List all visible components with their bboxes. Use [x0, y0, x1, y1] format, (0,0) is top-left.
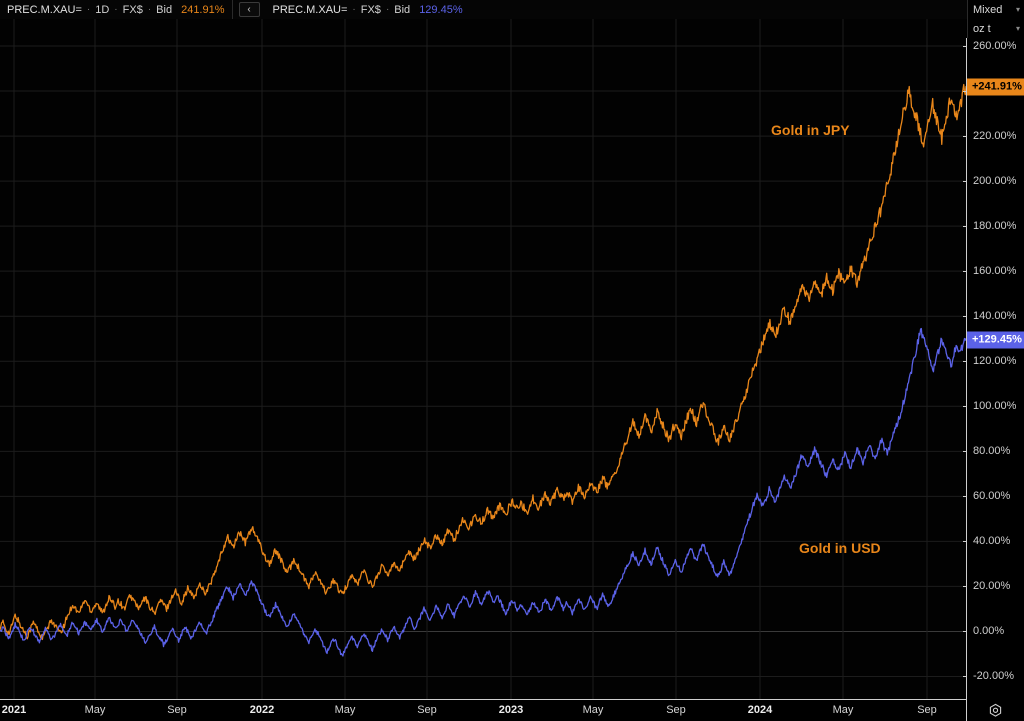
time-axis-tick: May	[582, 704, 604, 716]
legend-side-jpy: Bid	[156, 3, 173, 16]
price-axis-tick-mark	[963, 586, 967, 588]
time-axis[interactable]: 2021 May Sep 2022 May Sep 2023 May Sep 2024 May Sep	[0, 699, 1024, 721]
chevron-down-icon: ▾	[1015, 24, 1020, 33]
target-icon	[989, 703, 1002, 717]
chevron-down-icon: ▾	[1015, 5, 1020, 14]
time-axis-tick: Sep	[666, 704, 686, 716]
price-axis-tick: 120.00%	[973, 355, 1017, 368]
time-axis-tick: Sep	[167, 704, 187, 716]
unit-label: oz t	[973, 22, 991, 35]
price-axis-tick: 20.00%	[973, 580, 1011, 593]
time-axis-tick: 2021	[1, 704, 27, 716]
price-axis-tick-mark	[963, 631, 967, 633]
legend-series-usd[interactable]: PREC.M.XAU= · FX$ · Bid 129.45%	[266, 0, 470, 19]
time-axis-tick: May	[84, 704, 106, 716]
legend-series-jpy[interactable]: PREC.M.XAU= · 1D · FX$ · Bid 241.91%	[0, 0, 232, 19]
legend-separator: ·	[385, 4, 390, 15]
price-axis-tick-mark	[963, 496, 967, 498]
legend-prev-button[interactable]: ‹	[238, 2, 260, 17]
time-axis-tick: 2024	[747, 704, 773, 716]
price-axis-tick-mark	[963, 91, 967, 93]
price-axis-tick-mark	[963, 676, 967, 678]
time-axis-tick: 2023	[498, 704, 524, 716]
legend-value-usd: 129.45%	[419, 3, 463, 16]
time-axis-tick: May	[832, 704, 854, 716]
time-axis-tick: May	[334, 704, 356, 716]
chart-canvas	[0, 19, 966, 699]
legend-separator: ·	[352, 4, 356, 15]
legend-symbol-jpy: PREC.M.XAU=	[7, 3, 82, 16]
legend-source-jpy: FX$	[122, 3, 143, 16]
price-axis-tick: 220.00%	[973, 130, 1017, 143]
axis-settings-button[interactable]	[966, 699, 1024, 721]
annotation-gold-in-jpy: Gold in JPY	[771, 122, 850, 138]
axis-controls: Mixed ▾ oz t ▾	[967, 0, 1024, 38]
price-axis-tick-mark	[963, 361, 967, 363]
price-axis-tick: 0.00%	[973, 625, 1005, 638]
legend-separator: ·	[147, 4, 152, 15]
price-axis-tick-mark	[963, 406, 967, 408]
price-axis-tick: 80.00%	[973, 445, 1011, 458]
chart-legend-bar: PREC.M.XAU= · 1D · FX$ · Bid 241.91% ‹ P…	[0, 0, 1024, 19]
legend-value-jpy: 241.91%	[181, 3, 225, 16]
price-axis-tick: 60.00%	[973, 490, 1011, 503]
scale-mode-dropdown[interactable]: Mixed ▾	[968, 0, 1024, 19]
price-axis-tick: 260.00%	[973, 40, 1017, 53]
chart-plot-area[interactable]	[0, 19, 966, 699]
price-axis-tick-mark	[963, 136, 967, 138]
price-axis-tick-mark	[963, 46, 967, 48]
time-axis-tick: Sep	[917, 704, 937, 716]
unit-dropdown[interactable]: oz t ▾	[968, 19, 1024, 38]
scale-mode-label: Mixed	[973, 3, 1003, 16]
legend-separator: ·	[86, 4, 91, 15]
price-axis[interactable]: 260.00%240.00%220.00%200.00%180.00%160.0…	[963, 38, 1024, 699]
legend-interval-jpy: 1D	[95, 3, 110, 16]
price-axis-tick: 180.00%	[973, 220, 1017, 233]
time-axis-tick: 2022	[249, 704, 275, 716]
price-axis-tick: 160.00%	[973, 265, 1017, 278]
price-axis-tick-mark	[963, 541, 967, 543]
price-axis-tick: 40.00%	[973, 535, 1011, 548]
time-axis-tick: Sep	[417, 704, 437, 716]
annotation-gold-in-usd: Gold in USD	[799, 540, 881, 556]
price-badge-usd[interactable]: +129.45%	[967, 331, 1024, 349]
price-axis-tick-mark	[963, 181, 967, 183]
legend-divider	[231, 0, 233, 19]
price-axis-tick: 140.00%	[973, 310, 1017, 323]
price-badge-jpy[interactable]: +241.91%	[967, 78, 1024, 96]
legend-symbol-usd: PREC.M.XAU=	[272, 3, 348, 16]
price-axis-tick-mark	[963, 451, 967, 453]
legend-separator: ·	[114, 4, 118, 15]
price-axis-tick: 100.00%	[973, 400, 1017, 413]
legend-source-usd: FX$	[360, 3, 381, 16]
legend-side-usd: Bid	[394, 3, 411, 16]
price-axis-tick: -20.00%	[973, 670, 1014, 683]
price-axis-tick-mark	[963, 271, 967, 273]
price-axis-tick-mark	[963, 316, 967, 318]
price-axis-tick: 200.00%	[973, 175, 1017, 188]
price-axis-tick-mark	[963, 226, 967, 228]
